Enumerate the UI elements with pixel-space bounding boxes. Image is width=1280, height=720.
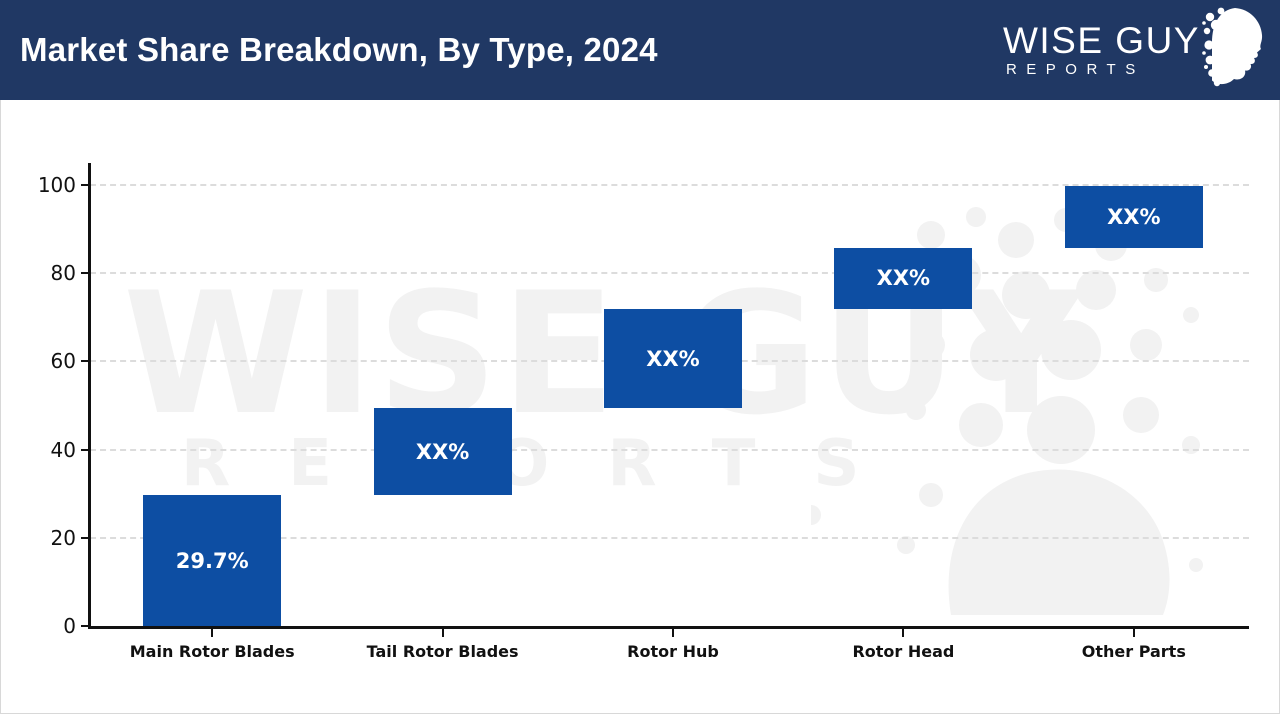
bar-value-label: XX% [1107, 204, 1161, 229]
bar-value-label: XX% [646, 346, 700, 371]
bar-rotor-hub: XX% [604, 309, 742, 409]
x-axis-tick-mark [672, 628, 674, 637]
x-axis-tick-mark [441, 628, 444, 637]
y-axis-tick-label: 100 [37, 173, 76, 197]
logo-text: WISE GUY REPORTS [1002, 20, 1200, 79]
bar-rotor-head: XX% [834, 247, 973, 310]
bar-tail-rotor-blades: XX% [373, 408, 512, 496]
y-axis-tick-label: 60 [50, 349, 76, 374]
x-axis-category-label: Rotor Head [852, 642, 955, 661]
gridline-40 [90, 448, 1249, 451]
gridline-100 [90, 184, 1249, 186]
gridline-20 [90, 536, 1249, 539]
gridline-80 [90, 272, 1249, 275]
bar-other-parts: XX% [1064, 185, 1203, 248]
y-axis-tick-mark [81, 625, 90, 627]
y-axis-tick-mark [81, 536, 90, 539]
watermark-subtitle: REPORTS [181, 427, 918, 501]
y-axis-tick-mark [81, 272, 90, 275]
wise-guy-reports-logo: WISE GUY REPORTS [1003, 5, 1266, 95]
y-axis-line [88, 163, 91, 628]
x-axis-tick-mark [902, 628, 905, 637]
x-axis-tick-mark [1132, 628, 1135, 637]
bar-value-label: 29.7% [175, 548, 249, 573]
logo-wordmark: WISE GUY [1002, 20, 1200, 61]
y-axis-tick-label: 40 [50, 437, 76, 462]
dotted-head-profile-icon [1202, 5, 1266, 95]
bar-main-rotor-blades: 29.7% [143, 495, 282, 626]
y-axis-tick-label: 0 [63, 614, 76, 638]
page-title: Market Share Breakdown, By Type, 2024 [20, 31, 658, 68]
logo-subtitle: REPORTS [1005, 61, 1145, 78]
y-axis-tick-label: 20 [50, 525, 76, 550]
x-axis-category-label: Tail Rotor Blades [366, 642, 519, 661]
x-axis-category-label: Rotor Hub [627, 642, 719, 661]
x-axis-category-label: Main Rotor Blades [129, 642, 295, 661]
x-axis-line [88, 626, 1249, 629]
y-axis-tick-label: 80 [50, 261, 76, 286]
x-axis-tick-mark [211, 628, 214, 637]
chart-panel: WISE GUY REPORTS [0, 100, 1280, 714]
bar-value-label: XX% [876, 266, 931, 291]
x-axis-category-label: Other Parts [1081, 642, 1186, 661]
bar-value-label: XX% [415, 439, 470, 464]
y-axis-tick-mark [81, 184, 90, 186]
y-axis-tick-mark [81, 448, 90, 451]
header-bar: Market Share Breakdown, By Type, 2024 WI… [0, 0, 1280, 100]
y-axis-tick-mark [81, 360, 90, 363]
